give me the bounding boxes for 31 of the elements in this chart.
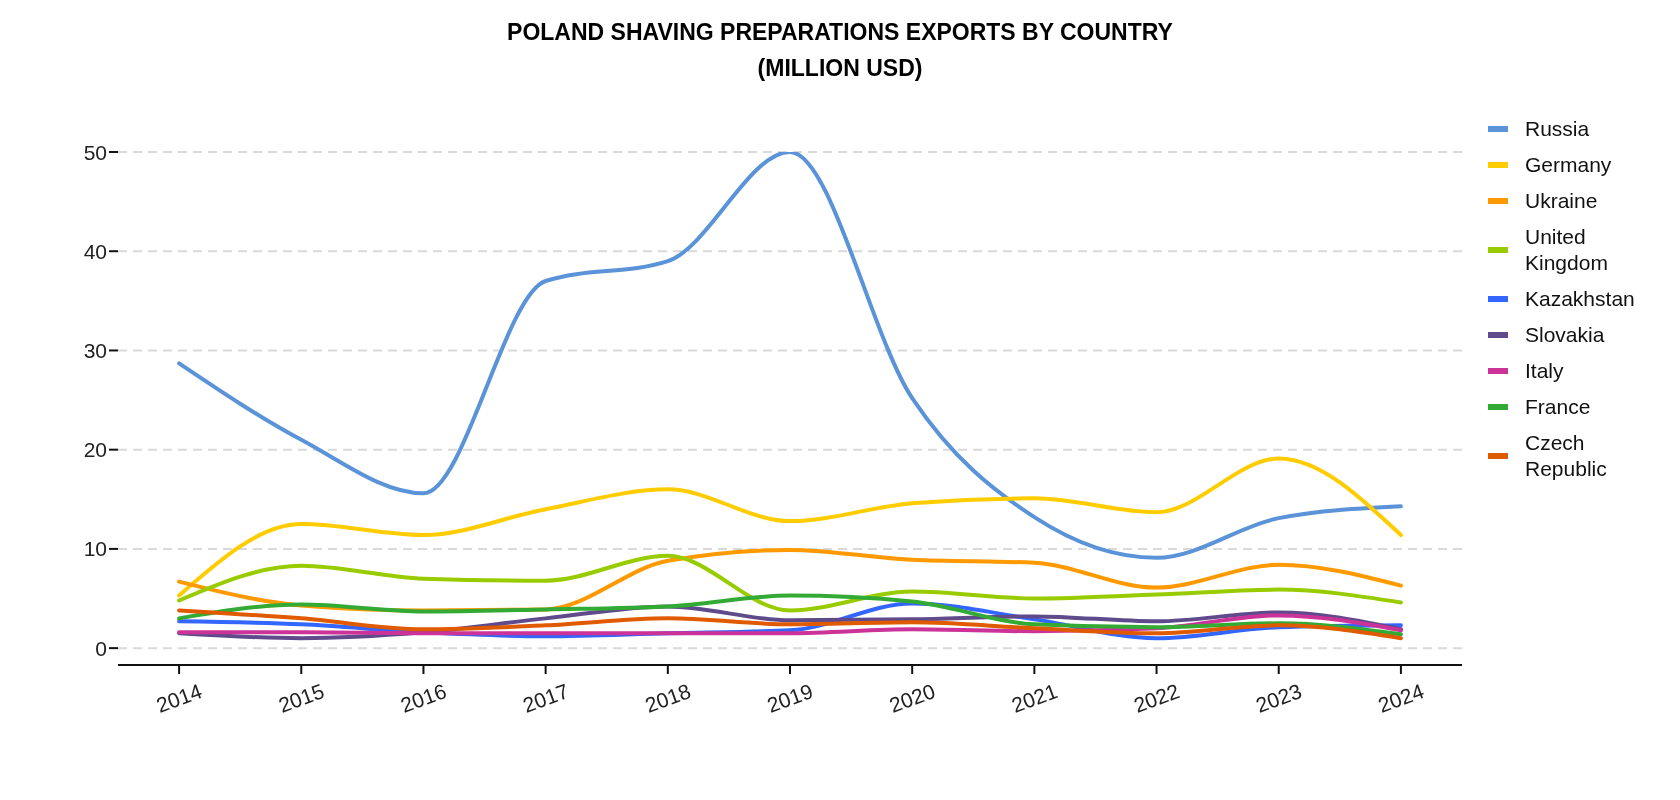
y-tick-label: 30 xyxy=(83,338,107,362)
y-tick-label: 10 xyxy=(83,537,107,561)
chart-subtitle: (MILLION USD) xyxy=(756,54,924,83)
x-tick-label: 2015 xyxy=(275,679,328,717)
x-tick-label: 2016 xyxy=(397,679,450,717)
legend-label: Kazakhstan xyxy=(1525,286,1635,312)
legend-label: France xyxy=(1525,394,1591,420)
legend-label: Czech Republic xyxy=(1525,430,1608,482)
legend-label: Slovakia xyxy=(1525,322,1605,348)
y-tick-label: 0 xyxy=(95,636,107,660)
line-series xyxy=(177,152,1403,560)
y-tick-label: 20 xyxy=(83,438,107,462)
x-tick-label: 2024 xyxy=(1375,679,1428,717)
x-tick-label: 2018 xyxy=(641,679,694,717)
line-series xyxy=(177,593,1403,637)
legend-label: Germany xyxy=(1525,152,1612,178)
x-tick-label: 2023 xyxy=(1252,679,1305,717)
x-tick-label: 2022 xyxy=(1130,679,1183,717)
x-tick-label: 2021 xyxy=(1008,679,1061,717)
legend-label: Ukraine xyxy=(1525,188,1598,214)
x-tick-label: 2014 xyxy=(153,679,206,717)
line-series xyxy=(177,456,1403,598)
y-tick-label: 40 xyxy=(83,239,107,263)
y-tick-label: 50 xyxy=(83,140,107,164)
chart-title: POLAND SHAVING PREPARATIONS EXPORTS BY COUNTRY xyxy=(506,18,1174,47)
legend-label: United Kingdom xyxy=(1525,224,1609,276)
x-tick-label: 2017 xyxy=(519,679,572,717)
legend-label: Italy xyxy=(1525,358,1564,384)
x-tick-label: 2019 xyxy=(764,679,816,717)
legend-label: Russia xyxy=(1525,116,1590,142)
x-tick-label: 2020 xyxy=(886,679,939,717)
